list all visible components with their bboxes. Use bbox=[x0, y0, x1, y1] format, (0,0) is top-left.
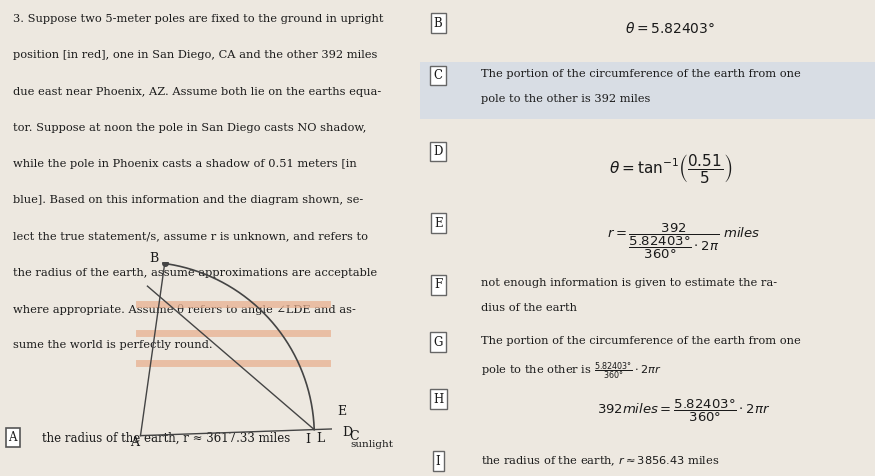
Text: while the pole in Phoenix casts a shadow of 0.51 meters [in: while the pole in Phoenix casts a shadow… bbox=[13, 159, 356, 169]
Text: lect the true statement/s, assume r is unknown, and refers to: lect the true statement/s, assume r is u… bbox=[13, 231, 368, 241]
Text: C: C bbox=[434, 69, 443, 82]
Text: I: I bbox=[436, 455, 441, 467]
Text: G: G bbox=[433, 336, 443, 348]
Text: A: A bbox=[9, 431, 17, 445]
Text: $\theta = 5.82403°$: $\theta = 5.82403°$ bbox=[625, 21, 716, 37]
Text: the radius of the earth, assume approximations are acceptable: the radius of the earth, assume approxim… bbox=[13, 268, 377, 278]
Text: $\theta = \tan^{-1}\!\left(\dfrac{0.51}{5}\right)$: $\theta = \tan^{-1}\!\left(\dfrac{0.51}{… bbox=[609, 152, 732, 185]
Text: pole to the other is $\frac{5.82403°}{360°} \cdot 2\pi r$: pole to the other is $\frac{5.82403°}{36… bbox=[481, 360, 662, 382]
Text: $392\mathit{miles} = \dfrac{5.82403°}{360°} \cdot 2\pi r$: $392\mathit{miles} = \dfrac{5.82403°}{36… bbox=[598, 397, 771, 424]
Text: A: A bbox=[130, 436, 139, 449]
Text: D: D bbox=[342, 426, 352, 439]
Text: The portion of the circumference of the earth from one: The portion of the circumference of the … bbox=[481, 69, 802, 79]
Text: sume the world is perfectly round.: sume the world is perfectly round. bbox=[13, 340, 213, 350]
Text: E: E bbox=[338, 405, 346, 418]
Text: L: L bbox=[316, 432, 325, 445]
Text: I: I bbox=[305, 433, 311, 446]
Text: D: D bbox=[433, 145, 443, 158]
Text: C: C bbox=[349, 430, 359, 443]
Text: pole to the other is 392 miles: pole to the other is 392 miles bbox=[481, 94, 651, 104]
Text: blue]. Based on this information and the diagram shown, se-: blue]. Based on this information and the… bbox=[13, 195, 363, 205]
Text: sunlight: sunlight bbox=[351, 440, 394, 449]
FancyBboxPatch shape bbox=[420, 62, 875, 119]
Text: E: E bbox=[434, 217, 443, 229]
Text: F: F bbox=[434, 278, 443, 291]
Text: $r = \dfrac{392}{\dfrac{5.82403°}{360°} \cdot 2\pi}\ \mathit{miles}$: $r = \dfrac{392}{\dfrac{5.82403°}{360°} … bbox=[607, 221, 760, 260]
Text: The portion of the circumference of the earth from one: The portion of the circumference of the … bbox=[481, 336, 802, 346]
Text: H: H bbox=[433, 393, 444, 406]
Text: B: B bbox=[434, 17, 443, 30]
Text: tor. Suppose at noon the pole in San Diego casts NO shadow,: tor. Suppose at noon the pole in San Die… bbox=[13, 123, 366, 133]
Text: dius of the earth: dius of the earth bbox=[481, 303, 578, 313]
Text: the radius of the earth, r ≈ 3617.33 miles: the radius of the earth, r ≈ 3617.33 mil… bbox=[42, 431, 290, 445]
Text: where appropriate. Assume θ refers to angle ∠LDE and as-: where appropriate. Assume θ refers to an… bbox=[13, 304, 355, 315]
Text: 3. Suppose two 5-meter poles are fixed to the ground in upright: 3. Suppose two 5-meter poles are fixed t… bbox=[13, 14, 383, 24]
Text: not enough information is given to estimate the ra-: not enough information is given to estim… bbox=[481, 278, 778, 288]
Text: B: B bbox=[149, 252, 158, 265]
Text: the radius of the earth, $r \approx 3856.43$ miles: the radius of the earth, $r \approx 3856… bbox=[481, 455, 720, 468]
Text: position [in red], one in San Diego, CA and the other 392 miles: position [in red], one in San Diego, CA … bbox=[13, 50, 377, 60]
Text: due east near Phoenix, AZ. Assume both lie on the earths equa-: due east near Phoenix, AZ. Assume both l… bbox=[13, 87, 381, 97]
